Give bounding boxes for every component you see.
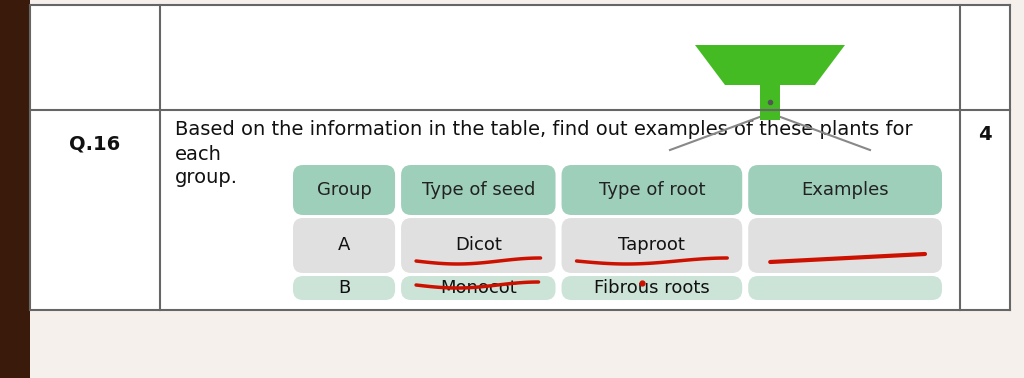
Text: 4: 4 [978,125,992,144]
Polygon shape [760,85,780,120]
Text: Group: Group [316,181,372,199]
Text: each: each [175,145,222,164]
FancyBboxPatch shape [749,276,942,300]
FancyBboxPatch shape [401,276,556,300]
Polygon shape [0,0,30,378]
FancyBboxPatch shape [749,218,942,273]
Text: Monocot: Monocot [440,279,517,297]
FancyBboxPatch shape [561,276,742,300]
FancyBboxPatch shape [749,165,942,215]
Text: Fibrous roots: Fibrous roots [594,279,710,297]
FancyBboxPatch shape [293,218,395,273]
Text: Dicot: Dicot [455,237,502,254]
Text: B: B [338,279,350,297]
Text: Examples: Examples [802,181,889,199]
Text: A: A [338,237,350,254]
FancyBboxPatch shape [401,165,556,215]
FancyBboxPatch shape [293,276,395,300]
Text: Taproot: Taproot [618,237,685,254]
Polygon shape [30,5,1010,310]
Text: Based on the information in the table, find out examples of these plants for: Based on the information in the table, f… [175,120,912,139]
FancyBboxPatch shape [561,165,742,215]
Text: group.: group. [175,168,238,187]
FancyBboxPatch shape [561,218,742,273]
Text: Q.16: Q.16 [70,135,121,154]
Polygon shape [695,45,845,85]
Text: Type of seed: Type of seed [422,181,535,199]
Text: Type of root: Type of root [599,181,706,199]
FancyBboxPatch shape [401,218,556,273]
FancyBboxPatch shape [293,165,395,215]
